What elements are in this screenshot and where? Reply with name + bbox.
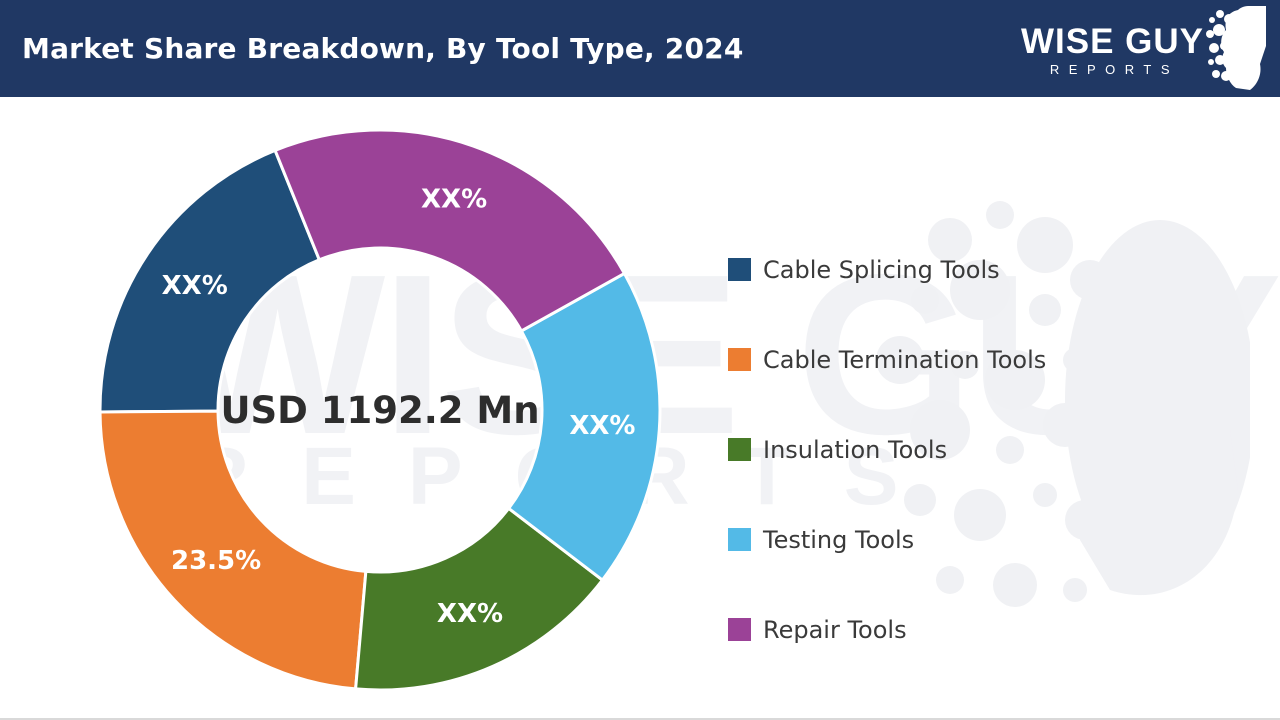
legend-label: Cable Splicing Tools <box>763 255 1000 284</box>
donut-chart: XX% 23.5% XX% XX% XX% <box>98 128 662 692</box>
logo-wordmark: WISE GUY <box>1020 22 1204 61</box>
legend-swatch-repair <box>728 618 751 641</box>
legend-swatch-cable-splicing <box>728 258 751 281</box>
logo-face-icon <box>1206 6 1266 90</box>
chart-legend: Cable Splicing Tools Cable Termination T… <box>728 255 1047 644</box>
slice-value-label-1: 23.5% <box>171 546 261 576</box>
donut-slice-4 <box>273 128 626 333</box>
legend-label: Insulation Tools <box>763 435 948 464</box>
logo-text: WISE GUY REPORTS <box>1020 22 1204 78</box>
legend-label: Cable Termination Tools <box>763 345 1047 374</box>
slice-value-label-2: XX% <box>437 599 503 629</box>
donut-slice-3 <box>507 271 662 582</box>
legend-item-cable-termination: Cable Termination Tools <box>728 345 1047 374</box>
legend-swatch-insulation <box>728 438 751 461</box>
legend-label: Repair Tools <box>763 615 907 644</box>
watermark-head-dots-icon <box>876 201 1250 607</box>
legend-item-cable-splicing: Cable Splicing Tools <box>728 255 1046 284</box>
legend-item-repair: Repair Tools <box>728 615 1046 644</box>
legend-item-insulation: Insulation Tools <box>728 435 1046 464</box>
bottom-divider <box>0 718 1280 720</box>
slice-value-label-4: XX% <box>421 185 487 215</box>
page-title: Market Share Breakdown, By Tool Type, 20… <box>22 32 744 65</box>
legend-item-testing: Testing Tools <box>728 525 1046 554</box>
logo-subtitle: REPORTS <box>1049 62 1180 77</box>
donut-slice-2 <box>354 506 604 692</box>
slice-value-label-3: XX% <box>569 411 635 441</box>
legend-swatch-cable-termination <box>728 348 751 371</box>
slice-value-label-0: XX% <box>162 271 228 301</box>
legend-label: Testing Tools <box>763 525 915 554</box>
donut-slice-1 <box>98 409 368 691</box>
legend-swatch-testing <box>728 528 751 551</box>
wise-guy-logo: WISE GUY REPORTS <box>1016 6 1266 94</box>
donut-slice-0 <box>98 148 321 414</box>
header-bar: Market Share Breakdown, By Tool Type, 20… <box>0 0 1280 97</box>
